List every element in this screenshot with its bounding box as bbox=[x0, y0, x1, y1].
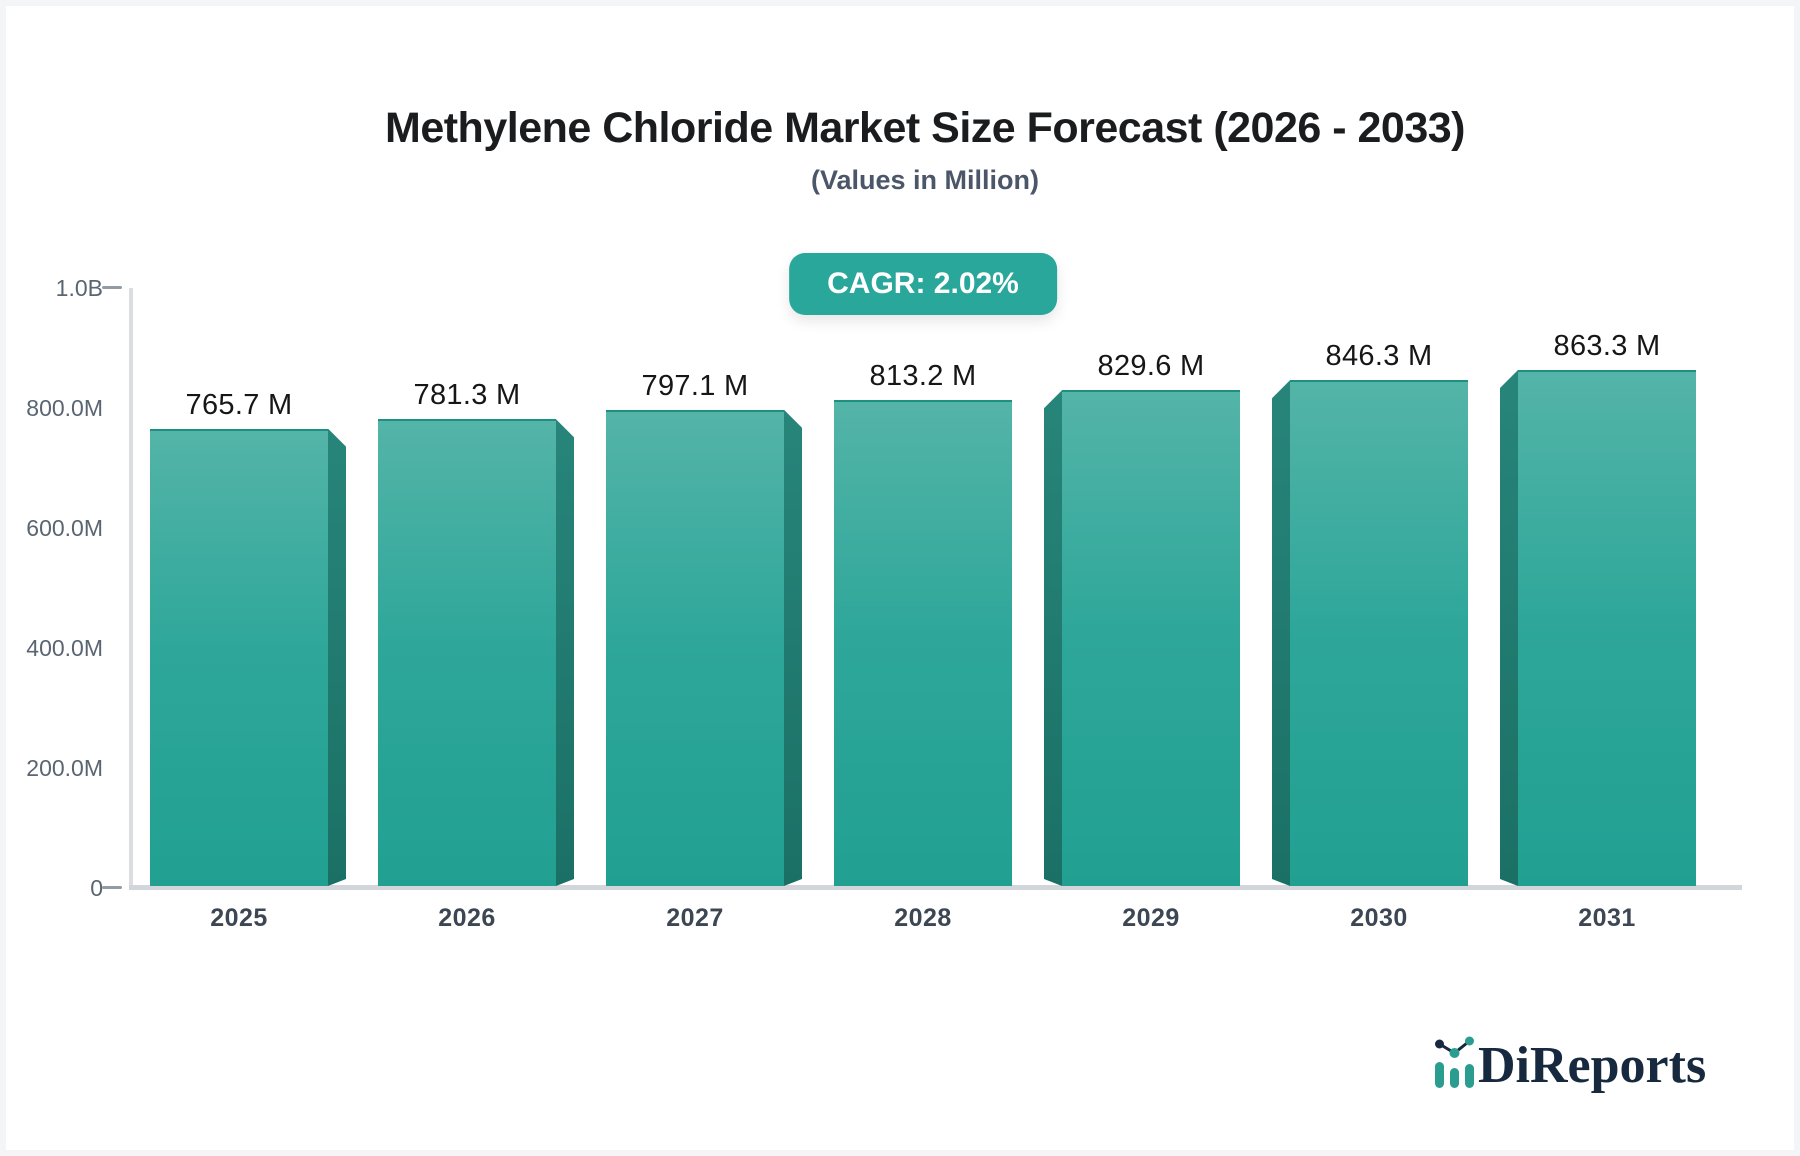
x-tick-label: 2026 bbox=[438, 904, 496, 932]
bar-value-label: 781.3 M bbox=[413, 379, 521, 412]
bar-side-face-2025 bbox=[328, 429, 346, 886]
bar-2027[interactable] bbox=[606, 409, 784, 886]
bar-2030[interactable] bbox=[1290, 380, 1468, 886]
bar-chart-trend-icon bbox=[1435, 1036, 1474, 1088]
x-tick-label: 2031 bbox=[1578, 904, 1636, 932]
bar-value-label: 797.1 M bbox=[641, 369, 749, 402]
bar-side-face-2026 bbox=[556, 419, 574, 886]
bar-value-label: 829.6 M bbox=[1097, 350, 1205, 383]
y-tick-mark bbox=[102, 286, 122, 289]
y-axis-line bbox=[129, 288, 133, 885]
direports-logo[interactable] bbox=[1432, 1032, 1490, 1095]
y-tick-label: 1.0B bbox=[55, 275, 103, 301]
x-tick-label: 2025 bbox=[210, 904, 268, 932]
y-tick-label: 800.0M bbox=[26, 395, 103, 421]
direports-logo-text[interactable]: DiReports bbox=[1478, 1037, 1707, 1094]
bar-2029[interactable] bbox=[1062, 390, 1240, 886]
bar-side-face-2031 bbox=[1500, 370, 1518, 886]
y-tick-mark bbox=[102, 886, 122, 889]
bar-value-label: 765.7 M bbox=[185, 388, 293, 421]
x-tick-label: 2029 bbox=[1122, 904, 1180, 932]
x-axis-baseline bbox=[129, 885, 1742, 890]
chart-subtitle: (Values in Million) bbox=[810, 165, 1040, 195]
cagr-badge: CAGR: 2.02% bbox=[789, 253, 1057, 315]
y-tick-label: 600.0M bbox=[26, 515, 103, 541]
bar-2031[interactable] bbox=[1518, 370, 1696, 886]
x-tick-label: 2028 bbox=[894, 904, 952, 932]
bar-value-label: 863.3 M bbox=[1553, 330, 1661, 363]
x-tick-label: 2027 bbox=[666, 904, 724, 932]
bar-2026[interactable] bbox=[378, 419, 556, 886]
y-tick-label: 0 bbox=[90, 875, 103, 901]
bar-side-face-2029 bbox=[1044, 390, 1062, 886]
bar-value-label: 813.2 M bbox=[869, 360, 977, 393]
bar-value-label: 846.3 M bbox=[1325, 340, 1433, 373]
bar-side-face-2027 bbox=[784, 410, 802, 886]
y-tick-label: 400.0M bbox=[26, 635, 103, 661]
bar-side-face-2030 bbox=[1272, 380, 1290, 886]
bar-2028[interactable] bbox=[834, 400, 1012, 886]
y-tick-label: 200.0M bbox=[26, 755, 103, 781]
x-tick-label: 2030 bbox=[1350, 904, 1408, 932]
chart-title: Methylene Chloride Market Size Forecast … bbox=[385, 104, 1465, 152]
bar-2025[interactable] bbox=[150, 428, 328, 886]
